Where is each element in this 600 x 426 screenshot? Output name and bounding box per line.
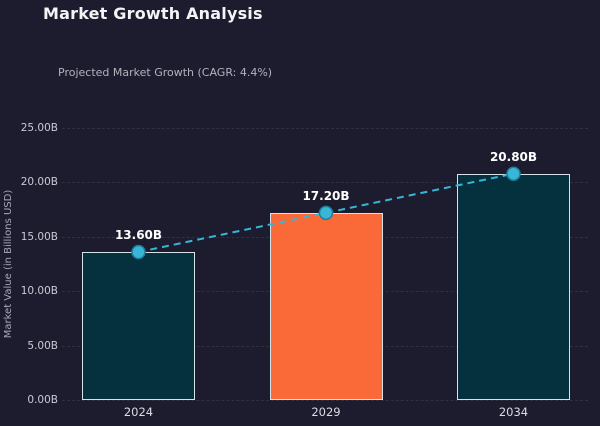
- x-tick-label-2024: 2024: [123, 405, 154, 419]
- bar-2024: [82, 252, 195, 400]
- chart-title: Market Growth Analysis: [43, 4, 263, 23]
- y-tick-label: 10.00B: [20, 285, 58, 298]
- chart-subtitle: Projected Market Growth (CAGR: 4.4%): [58, 66, 273, 79]
- data-label-2034: 20.80B: [489, 149, 538, 164]
- y-tick-label: 20.00B: [20, 176, 58, 189]
- bar-2034: [457, 173, 570, 400]
- data-label-2029: 17.20B: [302, 188, 350, 203]
- data-label-2024: 13.60B: [114, 228, 163, 243]
- gridline-0.00B: [62, 400, 588, 401]
- gridline-25.00B: [62, 128, 588, 129]
- y-axis-label: Market Value (in Billions USD): [3, 189, 14, 339]
- y-tick-label: 15.00B: [20, 230, 58, 243]
- x-tick-label-2029: 2029: [311, 405, 341, 419]
- y-tick-label: 0.00B: [27, 394, 58, 406]
- x-tick-label-2034: 2034: [498, 405, 529, 419]
- y-tick-label: 5.00B: [27, 339, 58, 352]
- bar-2029: [269, 212, 383, 400]
- y-tick-label: 25.00B: [20, 122, 58, 134]
